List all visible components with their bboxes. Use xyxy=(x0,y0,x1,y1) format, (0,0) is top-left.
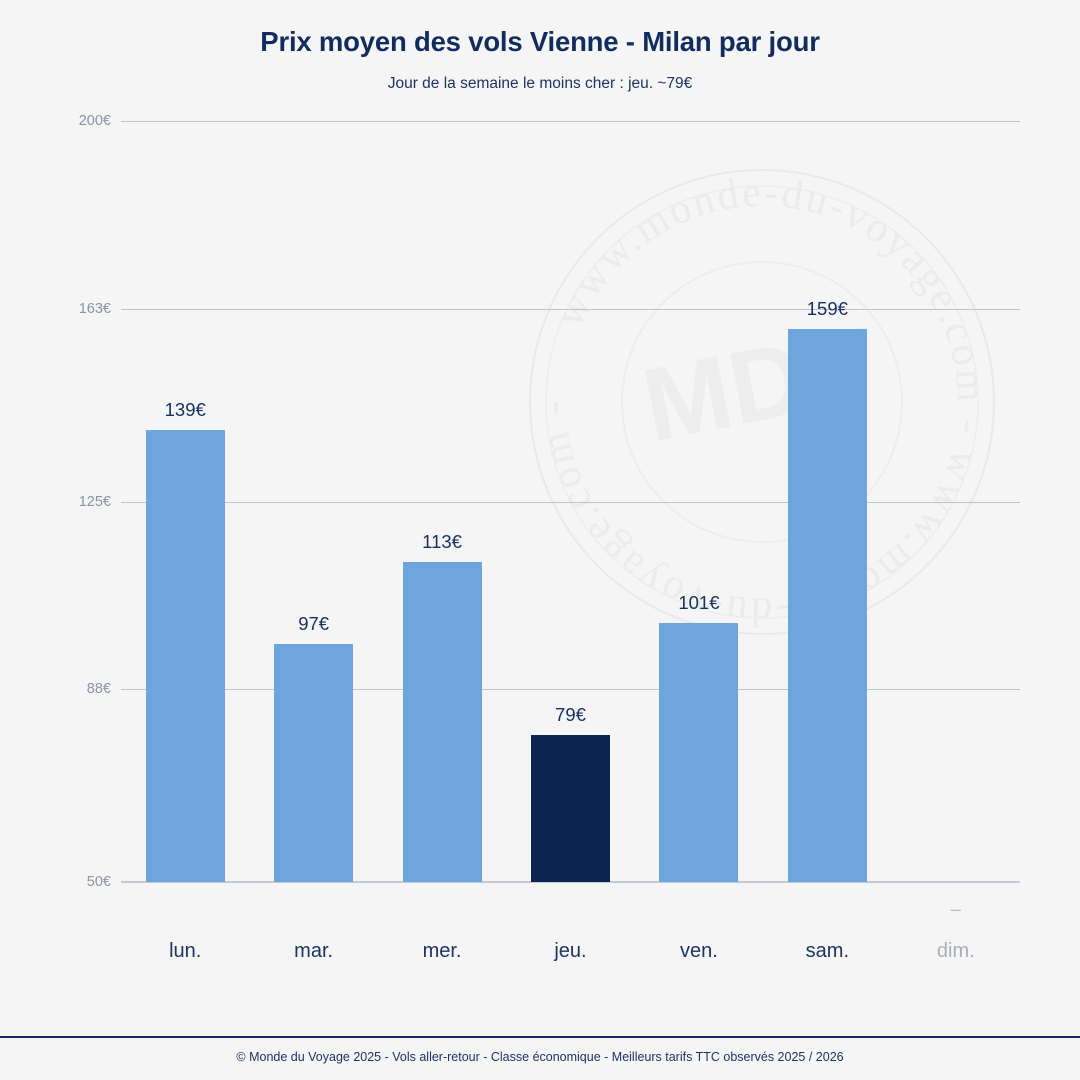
bar[interactable] xyxy=(274,643,354,882)
plot-area: 139€ 97€ 113€ 79€ 101€ 159€ – xyxy=(121,121,1020,919)
x-axis-label-sam: sam. xyxy=(805,940,850,962)
missing-value-dash: – xyxy=(950,898,961,919)
axis-baseline xyxy=(121,881,1020,883)
chart-title: Prix moyen des vols Vienne - Milan par j… xyxy=(260,26,820,57)
x-axis-labels: lun. mar. mer. jeu. ven. sam. dim. xyxy=(121,940,1020,980)
bar-slot[interactable]: 139€ xyxy=(145,121,225,882)
bar-slot[interactable]: 79€ xyxy=(531,121,610,882)
x-axis-label-mer: mer. xyxy=(422,940,462,962)
x-axis-label-lun: lun. xyxy=(169,940,202,962)
bar-value-label: 113€ xyxy=(422,531,462,553)
x-axis-label-dim: dim. xyxy=(936,940,975,962)
bar-slot[interactable]: – xyxy=(916,121,995,919)
bar[interactable] xyxy=(787,329,867,882)
bar-slot[interactable]: 159€ xyxy=(787,121,867,882)
y-axis-tick-label: 163€ xyxy=(78,300,111,317)
bar-series: 139€ 97€ 113€ 79€ 101€ 159€ – xyxy=(121,121,1020,919)
y-axis-tick-label: 50€ xyxy=(86,874,111,890)
bar-value-label: 159€ xyxy=(806,298,848,320)
bar-highlighted[interactable] xyxy=(531,734,610,882)
gridline xyxy=(121,121,1020,122)
y-axis-tick-label: 88€ xyxy=(86,681,111,698)
bar[interactable] xyxy=(659,623,739,882)
gridline xyxy=(121,689,1020,691)
bar-value-label: 139€ xyxy=(164,399,206,421)
bar-value-label: 97€ xyxy=(298,612,330,634)
y-axis-ticks: 200€ 163€ 125€ 88€ 50€ xyxy=(41,113,111,890)
chart-subtitle: Jour de la semaine le moins cher : jeu. … xyxy=(387,75,693,92)
bar-slot[interactable]: 113€ xyxy=(402,121,482,882)
footer-text: © Monde du Voyage 2025 - Vols aller-reto… xyxy=(236,1050,844,1064)
y-axis-tick-label: 200€ xyxy=(78,113,111,129)
footer-divider xyxy=(0,1036,1080,1038)
y-axis-tick-label: 125€ xyxy=(78,493,111,510)
bar-value-label: 79€ xyxy=(555,703,586,725)
x-axis-label-jeu: jeu. xyxy=(554,940,587,962)
x-axis-label-mar: mar. xyxy=(294,940,334,962)
bar-slot[interactable]: 101€ xyxy=(659,121,739,882)
bar[interactable] xyxy=(145,430,225,882)
bar[interactable] xyxy=(402,562,482,882)
bar-value-label: 101€ xyxy=(678,592,720,614)
x-axis-label-ven: ven. xyxy=(680,940,718,962)
bar-slot[interactable]: 97€ xyxy=(274,121,354,882)
